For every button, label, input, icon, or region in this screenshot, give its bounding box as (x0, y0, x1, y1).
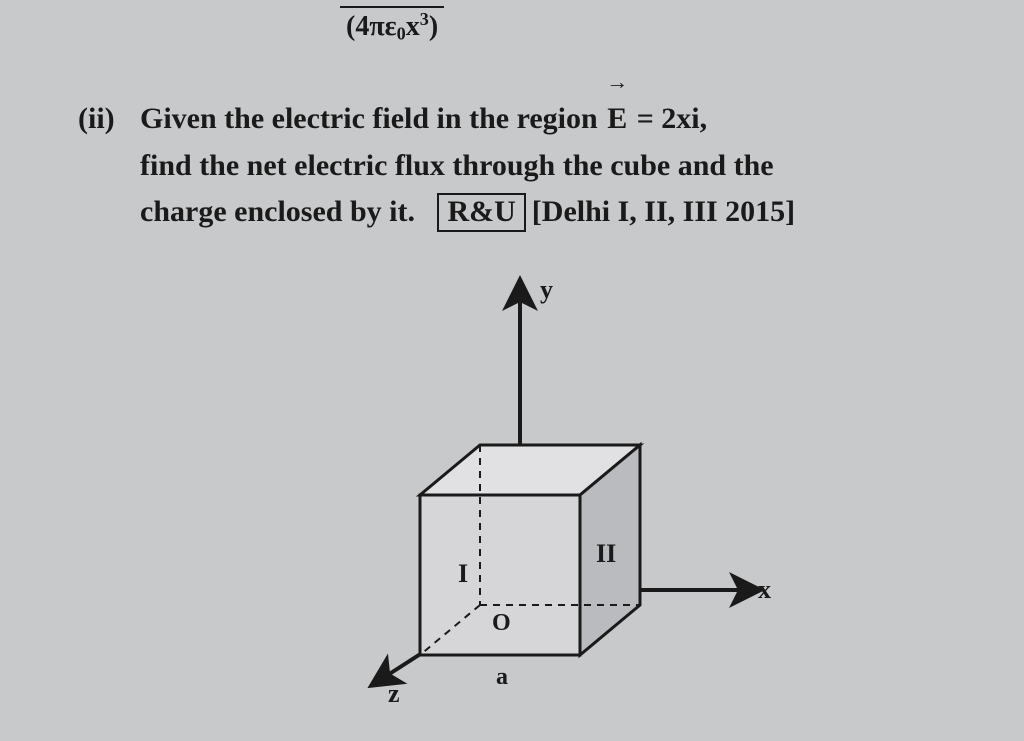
question-line1-pre: Given the electric field in the region (140, 102, 605, 135)
citation: [Delhi I, II, III 2015] (532, 195, 795, 228)
face-label-I: I (458, 559, 468, 588)
face-label-II: II (596, 539, 616, 568)
page: (4πε0x3) (ii)Given the electric field in… (0, 0, 1024, 741)
question-number: (ii) (78, 96, 140, 143)
prev-equation-fragment: (4πε0x3) (340, 6, 444, 44)
question-block: (ii)Given the electric field in the regi… (78, 96, 976, 236)
question-line2: find the net electric flux through the c… (140, 143, 976, 190)
question-line3: charge enclosed by it. R&U[Delhi I, II, … (140, 189, 976, 236)
origin-label: O (492, 610, 511, 636)
cube-diagram: y x z I II O a (260, 260, 780, 710)
side-label: a (496, 664, 508, 690)
question-line1-post: = 2xi, (629, 102, 707, 135)
question-line3-pre: charge enclosed by it. (140, 195, 415, 228)
vector-letter: E (607, 102, 627, 135)
denominator: (4πε0x3) (340, 6, 444, 44)
cube-svg: y x z I II O a (260, 260, 780, 710)
z-axis-label: z (388, 679, 400, 708)
vector-E: →E (605, 96, 629, 143)
y-axis-label: y (540, 275, 553, 304)
tag-box: R&U (437, 193, 525, 232)
x-axis-label: x (758, 575, 771, 604)
